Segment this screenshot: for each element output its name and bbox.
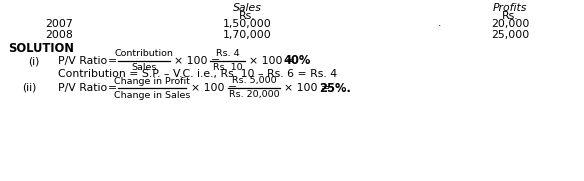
Text: 40%: 40%	[283, 54, 310, 68]
Text: Rs.: Rs.	[239, 11, 255, 21]
Text: =: =	[108, 83, 117, 93]
Text: 25,000: 25,000	[491, 30, 529, 40]
Text: Profits: Profits	[493, 3, 527, 13]
Text: P/V Ratio: P/V Ratio	[58, 83, 107, 93]
Text: × 100 =: × 100 =	[191, 83, 237, 93]
Text: Change in Profit: Change in Profit	[114, 77, 190, 85]
Text: Sales: Sales	[232, 3, 262, 13]
Text: =: =	[108, 56, 117, 66]
Text: 1,50,000: 1,50,000	[223, 19, 272, 29]
Text: × 100 =: × 100 =	[174, 56, 220, 66]
Text: Rs. 5,000: Rs. 5,000	[232, 77, 276, 85]
Text: .: .	[439, 18, 442, 28]
Text: 2007: 2007	[45, 19, 73, 29]
Text: × 100 =: × 100 =	[249, 56, 295, 66]
Text: 25%.: 25%.	[319, 81, 351, 94]
Text: SOLUTION: SOLUTION	[8, 41, 74, 54]
Text: (ii): (ii)	[22, 83, 36, 93]
Text: 2008: 2008	[45, 30, 73, 40]
Text: × 100 =: × 100 =	[284, 83, 330, 93]
Text: (i): (i)	[28, 56, 39, 66]
Text: 1,70,000: 1,70,000	[223, 30, 272, 40]
Text: Rs.: Rs.	[502, 11, 519, 21]
Text: Change in Sales: Change in Sales	[114, 90, 190, 100]
Text: P/V Ratio: P/V Ratio	[58, 56, 107, 66]
Text: Contribution: Contribution	[114, 49, 173, 58]
Text: Rs. 4: Rs. 4	[215, 49, 239, 58]
Text: Contribution = S.P. – V.C. i.e., Rs. 10 – Rs. 6 = Rs. 4: Contribution = S.P. – V.C. i.e., Rs. 10 …	[58, 69, 337, 79]
Text: 20,000: 20,000	[491, 19, 529, 29]
Text: Rs. 10: Rs. 10	[213, 64, 242, 73]
Text: Sales: Sales	[131, 64, 157, 73]
Text: Rs. 20,000: Rs. 20,000	[229, 90, 279, 100]
